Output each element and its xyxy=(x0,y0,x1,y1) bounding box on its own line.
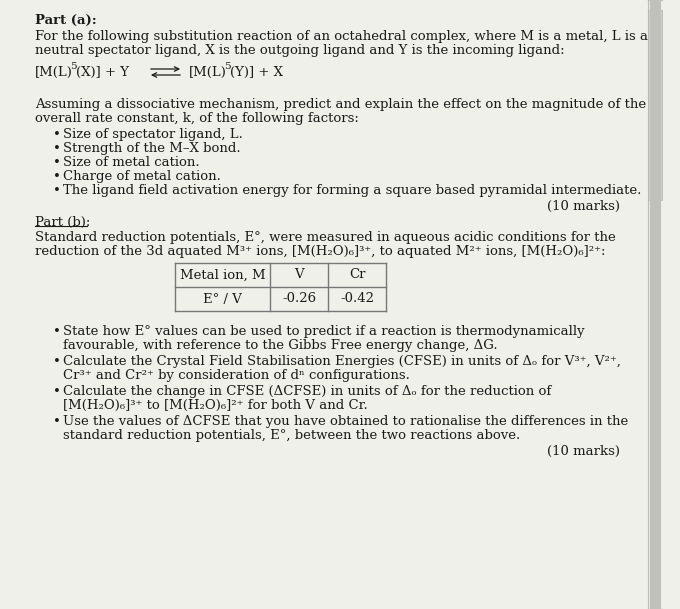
Text: The ligand field activation energy for forming a square based pyramidal intermed: The ligand field activation energy for f… xyxy=(63,184,641,197)
Text: (Y)] + X: (Y)] + X xyxy=(230,66,283,79)
Text: [M(H₂O)₆]³⁺ to [M(H₂O)₆]²⁺ for both V and Cr.: [M(H₂O)₆]³⁺ to [M(H₂O)₆]²⁺ for both V an… xyxy=(63,399,368,412)
Text: Strength of the M–X bond.: Strength of the M–X bond. xyxy=(63,142,241,155)
Text: standard reduction potentials, E°, between the two reactions above.: standard reduction potentials, E°, betwe… xyxy=(63,429,520,442)
Text: For the following substitution reaction of an octahedral complex, where M is a m: For the following substitution reaction … xyxy=(35,30,648,43)
Text: •: • xyxy=(53,415,61,428)
Text: 5: 5 xyxy=(224,62,231,71)
Text: overall rate constant, k, of the following factors:: overall rate constant, k, of the followi… xyxy=(35,112,359,125)
Text: -0.42: -0.42 xyxy=(340,292,374,306)
Text: •: • xyxy=(53,128,61,141)
Text: (X)] + Y: (X)] + Y xyxy=(76,66,129,79)
Text: [M(L): [M(L) xyxy=(35,66,73,79)
Text: (10 marks): (10 marks) xyxy=(547,445,620,458)
Text: •: • xyxy=(53,355,61,368)
Text: Charge of metal cation.: Charge of metal cation. xyxy=(63,170,221,183)
Text: E° / V: E° / V xyxy=(203,292,242,306)
Text: Metal ion, M: Metal ion, M xyxy=(180,269,265,281)
Text: Size of spectator ligand, L.: Size of spectator ligand, L. xyxy=(63,128,243,141)
Text: Cr: Cr xyxy=(349,269,365,281)
Text: Use the values of ΔCFSE that you have obtained to rationalise the differences in: Use the values of ΔCFSE that you have ob… xyxy=(63,415,628,428)
Text: •: • xyxy=(53,325,61,338)
Text: V: V xyxy=(294,269,304,281)
Text: Calculate the change in CFSE (ΔCFSE) in units of Δₒ for the reduction of: Calculate the change in CFSE (ΔCFSE) in … xyxy=(63,385,551,398)
Text: •: • xyxy=(53,385,61,398)
Text: favourable, with reference to the Gibbs Free energy change, ΔG.: favourable, with reference to the Gibbs … xyxy=(63,339,498,352)
Text: •: • xyxy=(53,170,61,183)
Text: Cr³⁺ and Cr²⁺ by consideration of dⁿ configurations.: Cr³⁺ and Cr²⁺ by consideration of dⁿ con… xyxy=(63,369,410,382)
Text: Size of metal cation.: Size of metal cation. xyxy=(63,156,200,169)
Text: State how E° values can be used to predict if a reaction is thermodynamically: State how E° values can be used to predi… xyxy=(63,325,585,338)
Text: •: • xyxy=(53,142,61,155)
Text: Part (b):: Part (b): xyxy=(35,216,90,229)
Text: Calculate the Crystal Field Stabilisation Energies (CFSE) in units of Δₒ for V³⁺: Calculate the Crystal Field Stabilisatio… xyxy=(63,355,621,368)
Text: Assuming a dissociative mechanism, predict and explain the effect on the magnitu: Assuming a dissociative mechanism, predi… xyxy=(35,98,646,111)
Text: -0.26: -0.26 xyxy=(282,292,316,306)
Text: Standard reduction potentials, E°, were measured in aqueous acidic conditions fo: Standard reduction potentials, E°, were … xyxy=(35,231,616,244)
Text: neutral spectator ligand, X is the outgoing ligand and Y is the incoming ligand:: neutral spectator ligand, X is the outgo… xyxy=(35,44,564,57)
Text: 5: 5 xyxy=(70,62,77,71)
Text: (10 marks): (10 marks) xyxy=(547,200,620,213)
Bar xyxy=(648,10,662,200)
Text: •: • xyxy=(53,184,61,197)
Text: [M(L): [M(L) xyxy=(189,66,227,79)
Text: reduction of the 3d aquated M³⁺ ions, [M(H₂O)₆]³⁺, to aquated M²⁺ ions, [M(H₂O)₆: reduction of the 3d aquated M³⁺ ions, [M… xyxy=(35,245,605,258)
Text: Part (a):: Part (a): xyxy=(35,14,97,27)
Text: •: • xyxy=(53,156,61,169)
